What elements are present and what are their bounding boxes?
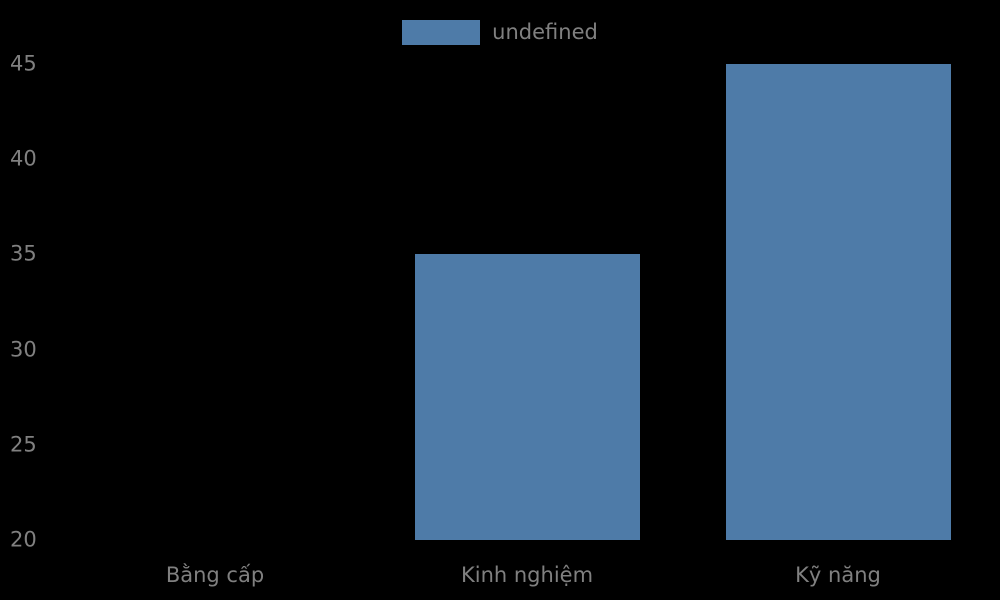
x-axis-tick-label: Kinh nghiệm xyxy=(460,563,594,587)
y-axis-tick-label: 20 xyxy=(10,527,37,552)
y-axis-tick-label: 45 xyxy=(10,51,37,76)
legend-item-label: undefined xyxy=(492,19,598,44)
y-axis-tick-label: 30 xyxy=(10,337,37,362)
y-axis-tick-label: 35 xyxy=(10,241,37,266)
chart-legend: undefined xyxy=(0,14,1000,50)
y-axis-tick-label: 25 xyxy=(10,432,37,457)
x-axis-tick-label: Bằng cấp xyxy=(165,563,265,587)
y-axis-tick-label: 40 xyxy=(10,146,37,171)
legend-color-swatch-icon xyxy=(402,19,481,45)
bar-kinh-nghiem[interactable] xyxy=(414,254,640,540)
bar-ky-nang[interactable] xyxy=(725,64,951,540)
x-axis-tick-label: Kỹ năng xyxy=(795,563,881,587)
legend-item[interactable]: undefined xyxy=(402,19,598,45)
